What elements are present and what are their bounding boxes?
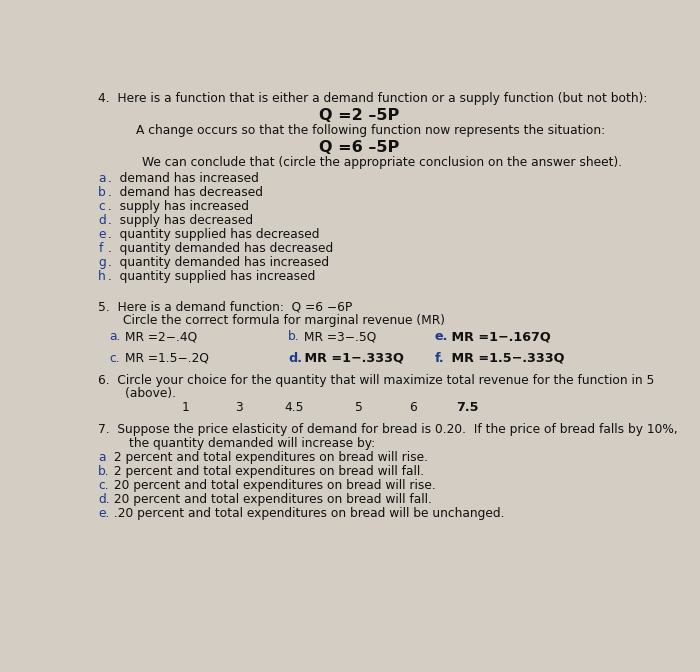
Text: 3: 3 xyxy=(235,401,244,415)
Text: c.: c. xyxy=(109,351,120,365)
Text: c.: c. xyxy=(98,479,109,492)
Text: 5: 5 xyxy=(355,401,363,415)
Text: c: c xyxy=(98,200,105,213)
Text: A change occurs so that the following function now represents the situation:: A change occurs so that the following fu… xyxy=(136,124,606,137)
Text: Q =2 –5P: Q =2 –5P xyxy=(318,108,399,123)
Text: (above).: (above). xyxy=(98,388,176,401)
Text: MR =2−.4Q: MR =2−.4Q xyxy=(121,330,197,343)
Text: e.: e. xyxy=(435,330,448,343)
Text: MR =1−.333Q: MR =1−.333Q xyxy=(300,351,404,365)
Text: g: g xyxy=(98,256,106,269)
Text: .  quantity supplied has decreased: . quantity supplied has decreased xyxy=(108,228,320,241)
Text: b.: b. xyxy=(288,330,300,343)
Text: Circle the correct formula for marginal revenue (MR): Circle the correct formula for marginal … xyxy=(122,314,444,327)
Text: 6.  Circle your choice for the quantity that will maximize total revenue for the: 6. Circle your choice for the quantity t… xyxy=(98,374,654,386)
Text: .  quantity demanded has decreased: . quantity demanded has decreased xyxy=(108,242,333,255)
Text: MR =1.5−.333Q: MR =1.5−.333Q xyxy=(447,351,564,365)
Text: d.: d. xyxy=(98,493,110,506)
Text: MR =1.5−.2Q: MR =1.5−.2Q xyxy=(121,351,209,365)
Text: b: b xyxy=(98,186,106,199)
Text: .  quantity supplied has increased: . quantity supplied has increased xyxy=(108,270,316,283)
Text: 4.5: 4.5 xyxy=(284,401,303,415)
Text: .  supply has decreased: . supply has decreased xyxy=(108,214,253,227)
Text: We can conclude that (circle the appropriate conclusion on the answer sheet).: We can conclude that (circle the appropr… xyxy=(141,156,622,169)
Text: 1: 1 xyxy=(181,401,189,415)
Text: 7.5: 7.5 xyxy=(456,401,479,415)
Text: 2 percent and total expenditures on bread will fall.: 2 percent and total expenditures on brea… xyxy=(111,465,424,478)
Text: .20 percent and total expenditures on bread will be unchanged.: .20 percent and total expenditures on br… xyxy=(111,507,505,520)
Text: the quantity demanded will increase by:: the quantity demanded will increase by: xyxy=(98,437,375,450)
Text: f.: f. xyxy=(435,351,444,365)
Text: MR =3−.5Q: MR =3−.5Q xyxy=(300,330,377,343)
Text: d: d xyxy=(98,214,106,227)
Text: e: e xyxy=(98,228,106,241)
Text: MR =1−.167Q: MR =1−.167Q xyxy=(447,330,550,343)
Text: .  supply has increased: . supply has increased xyxy=(108,200,249,213)
Text: a: a xyxy=(98,172,106,185)
Text: a.: a. xyxy=(109,330,120,343)
Text: b.: b. xyxy=(98,465,110,478)
Text: d.: d. xyxy=(288,351,302,365)
Text: 4.  Here is a function that is either a demand function or a supply function (bu: 4. Here is a function that is either a d… xyxy=(98,92,648,105)
Text: .  demand has increased: . demand has increased xyxy=(108,172,259,185)
Text: 20 percent and total expenditures on bread will fall.: 20 percent and total expenditures on bre… xyxy=(111,493,432,506)
Text: e.: e. xyxy=(98,507,110,520)
Text: .  demand has decreased: . demand has decreased xyxy=(108,186,263,199)
Text: Q =6 –5P: Q =6 –5P xyxy=(318,140,399,155)
Text: 2 percent and total expenditures on bread will rise.: 2 percent and total expenditures on brea… xyxy=(111,451,428,464)
Text: .  quantity demanded has increased: . quantity demanded has increased xyxy=(108,256,329,269)
Text: 20 percent and total expenditures on bread will rise.: 20 percent and total expenditures on bre… xyxy=(111,479,436,492)
Text: 6: 6 xyxy=(409,401,417,415)
Text: 5.  Here is a demand function:  Q =6 −6P: 5. Here is a demand function: Q =6 −6P xyxy=(98,300,353,313)
Text: h: h xyxy=(98,270,106,283)
Text: a: a xyxy=(98,451,106,464)
Text: f: f xyxy=(98,242,103,255)
Text: 7.  Suppose the price elasticity of demand for bread is 0.20.  If the price of b: 7. Suppose the price elasticity of deman… xyxy=(98,423,678,436)
